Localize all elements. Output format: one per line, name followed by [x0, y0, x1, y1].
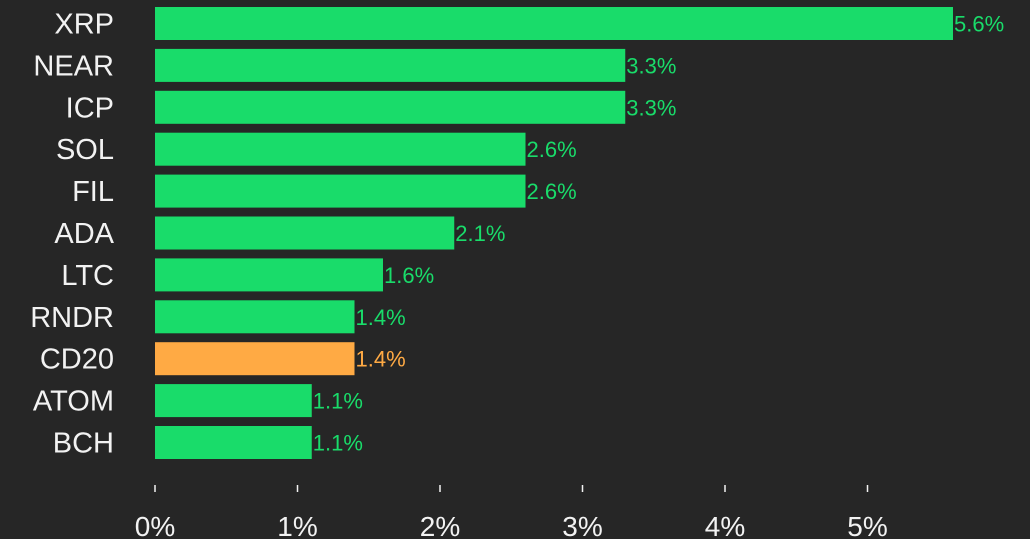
category-label-fil: FIL [72, 176, 114, 208]
bar-sol [155, 132, 526, 166]
category-label-rndr: RNDR [30, 302, 114, 334]
x-tick-label-1: 1% [277, 511, 317, 539]
x-tick-label-0: 0% [135, 511, 175, 539]
bar-fil [155, 174, 526, 208]
bar-cd20 [155, 342, 355, 376]
bar-ltc [155, 258, 383, 292]
category-label-sol: SOL [56, 134, 114, 166]
value-label-icp: 3.3% [626, 95, 676, 120]
value-label-near: 3.3% [626, 53, 676, 78]
value-label-fil: 2.6% [527, 179, 577, 204]
value-label-ada: 2.1% [455, 221, 505, 246]
category-label-ada: ADA [54, 218, 114, 250]
bar-near [155, 48, 626, 82]
category-label-cd20: CD20 [40, 344, 114, 376]
bar-ada [155, 216, 455, 250]
x-tick-label-4: 4% [705, 511, 745, 539]
bars-group [155, 7, 953, 459]
value-label-ltc: 1.6% [384, 263, 434, 288]
value-labels-group: 5.6% 3.3% 3.3% 2.6% 2.6% 2.1% 1.6% 1.4% 1.4% 1.1%… [313, 12, 1004, 456]
bar-bch [155, 426, 312, 459]
category-labels-group: XRP NEAR ICP SOL FIL ADA LTC RNDR CD20 ATOM BCH [30, 9, 114, 460]
x-axis: 0% 1% 2% 3% 4% 5% [135, 485, 888, 539]
category-label-near: NEAR [33, 50, 114, 82]
category-label-ltc: LTC [61, 260, 114, 292]
category-label-icp: ICP [66, 92, 114, 124]
x-tick-label-2: 2% [420, 511, 460, 539]
bar-xrp [155, 7, 953, 40]
x-tick-label-5: 5% [847, 511, 887, 539]
value-label-rndr: 1.4% [356, 305, 406, 330]
bar-atom [155, 384, 312, 418]
category-label-atom: ATOM [33, 386, 114, 418]
category-label-bch: BCH [53, 428, 114, 460]
bar-icp [155, 90, 626, 124]
value-label-xrp: 5.6% [954, 12, 1004, 37]
value-label-bch: 1.1% [313, 431, 363, 456]
value-label-cd20: 1.4% [356, 347, 406, 372]
value-label-sol: 2.6% [527, 137, 577, 162]
value-label-atom: 1.1% [313, 389, 363, 414]
bar-rndr [155, 300, 355, 334]
category-label-xrp: XRP [54, 9, 114, 41]
x-tick-label-3: 3% [562, 511, 602, 539]
